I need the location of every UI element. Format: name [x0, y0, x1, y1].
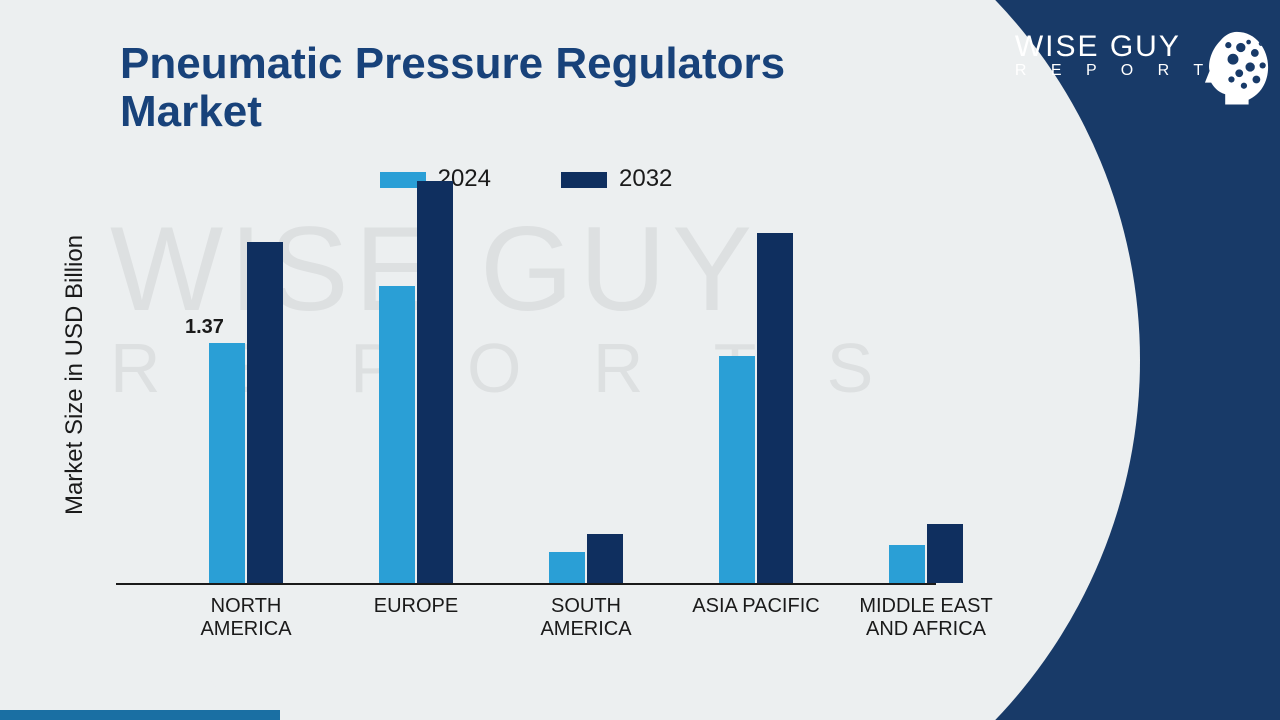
bar-group [719, 233, 793, 583]
bar-2032 [247, 242, 283, 583]
plot-area: 2024 2032 1.37 [116, 165, 936, 585]
brand-head-icon [1194, 28, 1272, 106]
bar-2024 [549, 552, 585, 584]
stage: WISE GUY R E P O R T S WISE GUY R E P O … [0, 0, 1280, 720]
y-axis-label: Market Size in USD Billion [60, 165, 90, 585]
bar-group [889, 524, 963, 584]
bar-group [549, 534, 623, 583]
category-label: MIDDLE EAST AND AFRICA [856, 595, 996, 641]
bar-2032 [757, 233, 793, 583]
bar-group [209, 242, 283, 583]
category-label: ASIA PACIFIC [686, 595, 826, 618]
bar-2024 [719, 356, 755, 584]
bar-2024 [209, 343, 245, 583]
chart: Market Size in USD Billion 2024 2032 1.3… [60, 165, 940, 705]
legend-item-2032: 2032 [561, 165, 672, 193]
category-label: SOUTH AMERICA [516, 595, 656, 641]
bar-2032 [417, 181, 453, 584]
footer-accent [0, 710, 280, 720]
bar-2032 [587, 534, 623, 583]
bar-group [379, 181, 453, 584]
page-title: Pneumatic Pressure Regulators Market [120, 40, 840, 137]
bar-2024 [889, 545, 925, 584]
category-labels: NORTH AMERICA EUROPE SOUTH AMERICA ASIA PAC… [116, 589, 936, 699]
category-label: NORTH AMERICA [176, 595, 316, 641]
category-label: EUROPE [346, 595, 486, 618]
bar-2024 [379, 286, 415, 584]
value-label: 1.37 [185, 316, 224, 339]
bar-2032 [927, 524, 963, 584]
legend: 2024 2032 [116, 165, 936, 193]
legend-swatch-2032 [561, 172, 607, 188]
